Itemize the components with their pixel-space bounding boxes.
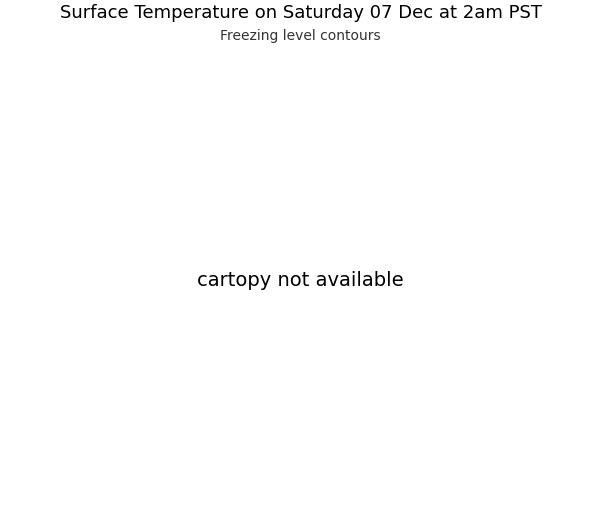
Text: Surface Temperature on Saturday 07 Dec at 2am PST: Surface Temperature on Saturday 07 Dec a… <box>59 4 542 22</box>
Text: cartopy not available: cartopy not available <box>197 270 404 289</box>
Text: Freezing level contours: Freezing level contours <box>220 29 381 43</box>
